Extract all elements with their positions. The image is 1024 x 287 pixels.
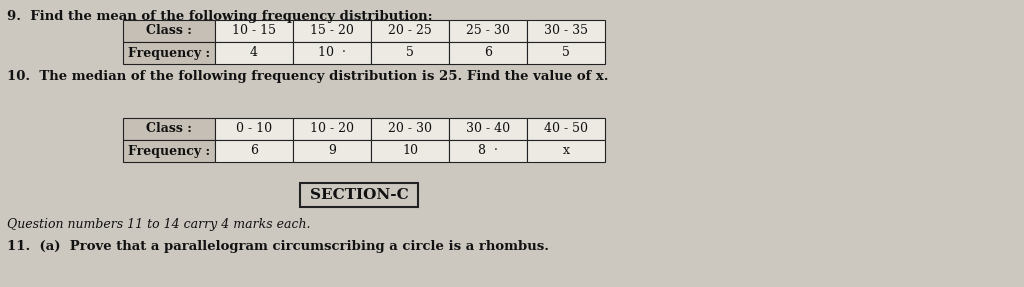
Text: SECTION-C: SECTION-C: [309, 188, 409, 202]
Text: 11.  (a)  Prove that a parallelogram circumscribing a circle is a rhombus.: 11. (a) Prove that a parallelogram circu…: [7, 240, 549, 253]
Bar: [300, 183, 418, 207]
Text: 30 - 40: 30 - 40: [466, 123, 510, 135]
Text: 6: 6: [250, 144, 258, 158]
Bar: [293, 42, 371, 64]
Text: 5: 5: [407, 46, 414, 59]
Text: 10: 10: [402, 144, 418, 158]
Bar: [371, 42, 449, 64]
Bar: [527, 140, 605, 162]
Text: 9.  Find the mean of the following frequency distribution:: 9. Find the mean of the following freque…: [7, 10, 432, 23]
Text: 40 - 50: 40 - 50: [544, 123, 588, 135]
Bar: [293, 118, 371, 140]
Bar: [123, 42, 215, 64]
Text: 8  ·: 8 ·: [478, 144, 498, 158]
Text: 5: 5: [562, 46, 570, 59]
Text: 10 - 20: 10 - 20: [310, 123, 354, 135]
Bar: [123, 118, 215, 140]
Text: 10  ·: 10 ·: [318, 46, 346, 59]
Text: Question numbers 11 to 14 carry 4 marks each.: Question numbers 11 to 14 carry 4 marks …: [7, 218, 310, 231]
Text: Class :: Class :: [146, 24, 191, 38]
Bar: [215, 42, 293, 64]
Text: Frequency :: Frequency :: [128, 46, 210, 59]
Bar: [527, 118, 605, 140]
Text: 30 - 35: 30 - 35: [544, 24, 588, 38]
Text: 25 - 30: 25 - 30: [466, 24, 510, 38]
Bar: [293, 140, 371, 162]
Text: Class :: Class :: [146, 123, 191, 135]
Text: Frequency :: Frequency :: [128, 144, 210, 158]
Bar: [527, 20, 605, 42]
Bar: [215, 140, 293, 162]
Bar: [215, 118, 293, 140]
Text: 6: 6: [484, 46, 492, 59]
Text: 15 - 20: 15 - 20: [310, 24, 354, 38]
Bar: [449, 118, 527, 140]
Bar: [215, 20, 293, 42]
Bar: [527, 42, 605, 64]
Bar: [449, 42, 527, 64]
Bar: [123, 20, 215, 42]
Text: 20 - 25: 20 - 25: [388, 24, 432, 38]
Bar: [123, 140, 215, 162]
Text: 20 - 30: 20 - 30: [388, 123, 432, 135]
Text: 0 - 10: 0 - 10: [236, 123, 272, 135]
Bar: [449, 140, 527, 162]
Text: x: x: [562, 144, 569, 158]
Bar: [371, 20, 449, 42]
Text: 10 - 15: 10 - 15: [232, 24, 276, 38]
Bar: [371, 140, 449, 162]
Bar: [449, 20, 527, 42]
Bar: [293, 20, 371, 42]
Text: 9: 9: [328, 144, 336, 158]
Text: 10.  The median of the following frequency distribution is 25. Find the value of: 10. The median of the following frequenc…: [7, 70, 608, 83]
Text: 4: 4: [250, 46, 258, 59]
Bar: [371, 118, 449, 140]
